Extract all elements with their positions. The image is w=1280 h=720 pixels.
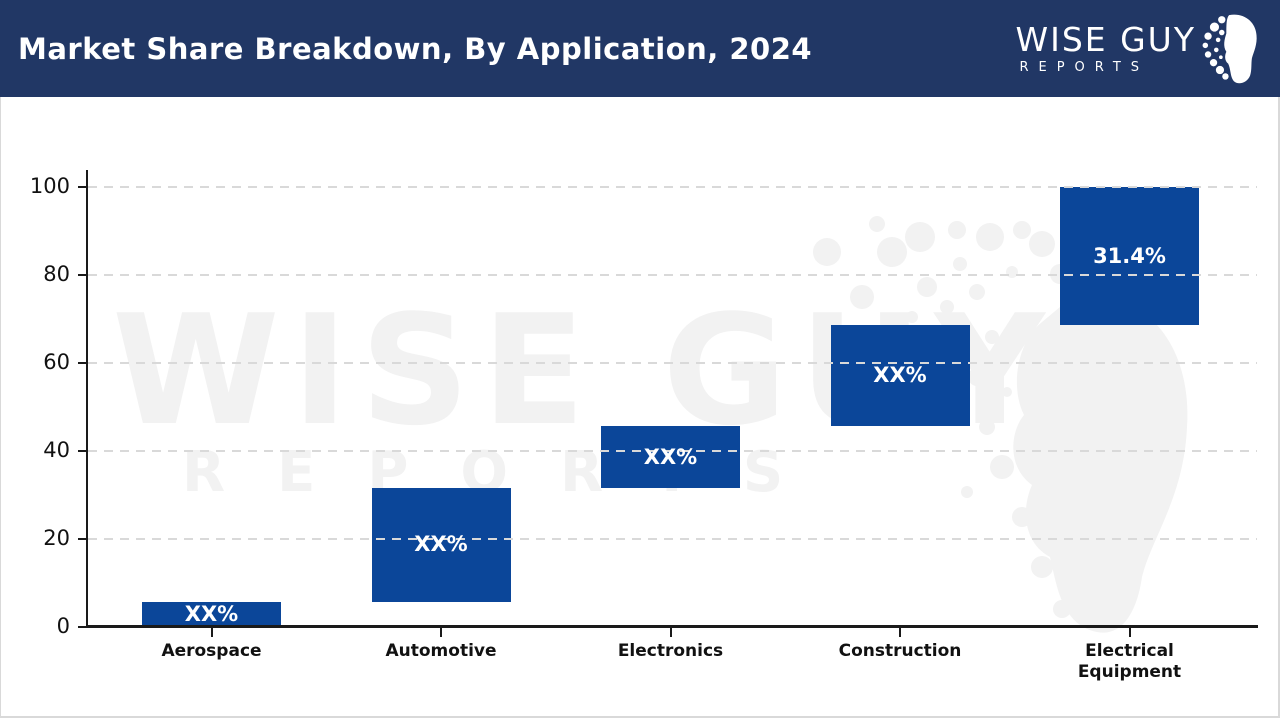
bar-automotive [371,487,511,602]
x-tick-mark-electronics [669,628,672,637]
x-axis-label-electrical-equipment: Electrical Equipment [1077,641,1182,683]
y-axis-tick-label-0: 0 [56,614,70,638]
y-axis-tick-label-20: 20 [43,526,70,550]
x-axis-label-construction: Construction [838,641,962,661]
bar-construction [830,325,970,426]
y-tick-mark-20 [78,538,86,540]
watermark-face-icon [813,216,1188,633]
y-axis-tick-label-60: 60 [43,350,70,374]
gridline-100 [88,186,1257,188]
x-axis-label-automotive: Automotive [385,641,497,661]
bar-value-label-electronics: XX% [643,444,698,469]
gridline-40 [88,450,1257,452]
bottom-border-line [0,716,1280,718]
y-tick-mark-60 [78,362,86,364]
x-axis-label-electronics: Electronics [617,641,724,661]
x-tick-mark-aerospace [210,628,213,637]
y-tick-mark-100 [78,186,86,188]
wiseguy-logo-text: WISE GUY REPORTS [1015,23,1196,75]
bar-electronics [601,425,740,488]
bar-electrical-equipment [1060,187,1199,326]
y-axis-tick-label-100: 100 [29,174,70,198]
bar-aerospace [142,601,281,627]
y-axis-tick-label-80: 80 [43,262,70,286]
x-tick-mark-electrical-equipment [1128,628,1131,637]
y-tick-mark-40 [78,450,86,452]
x-tick-mark-automotive [440,628,442,637]
page-title: Market Share Breakdown, By Application, … [18,31,813,66]
bar-value-label-electrical-equipment: 31.4% [1093,244,1166,268]
bar-value-label-construction: XX% [873,363,927,388]
x-axis-label-aerospace: Aerospace [161,641,262,661]
wiseguy-logo-line1: WISE GUY [1015,19,1196,59]
bar-value-label-automotive: XX% [414,531,468,556]
y-tick-mark-0 [78,626,86,628]
gridline-80 [88,274,1257,276]
bar-value-label-aerospace: XX% [184,601,239,626]
gridline-20 [88,538,1257,540]
y-axis-tick-label-40: 40 [43,438,70,462]
right-border-line [1278,97,1280,718]
y-tick-mark-80 [78,274,86,276]
gridline-60 [88,362,1257,364]
wiseguy-logo-line2: REPORTS [1019,59,1150,75]
x-axis-line [86,625,1258,628]
y-axis-line [86,170,88,628]
x-tick-mark-construction [899,628,901,637]
header-bar: Market Share Breakdown, By Application, … [0,0,1280,97]
wiseguy-logo: WISE GUY REPORTS [1015,10,1262,88]
left-border-line [0,97,1,718]
wiseguy-face-icon [1202,14,1257,83]
